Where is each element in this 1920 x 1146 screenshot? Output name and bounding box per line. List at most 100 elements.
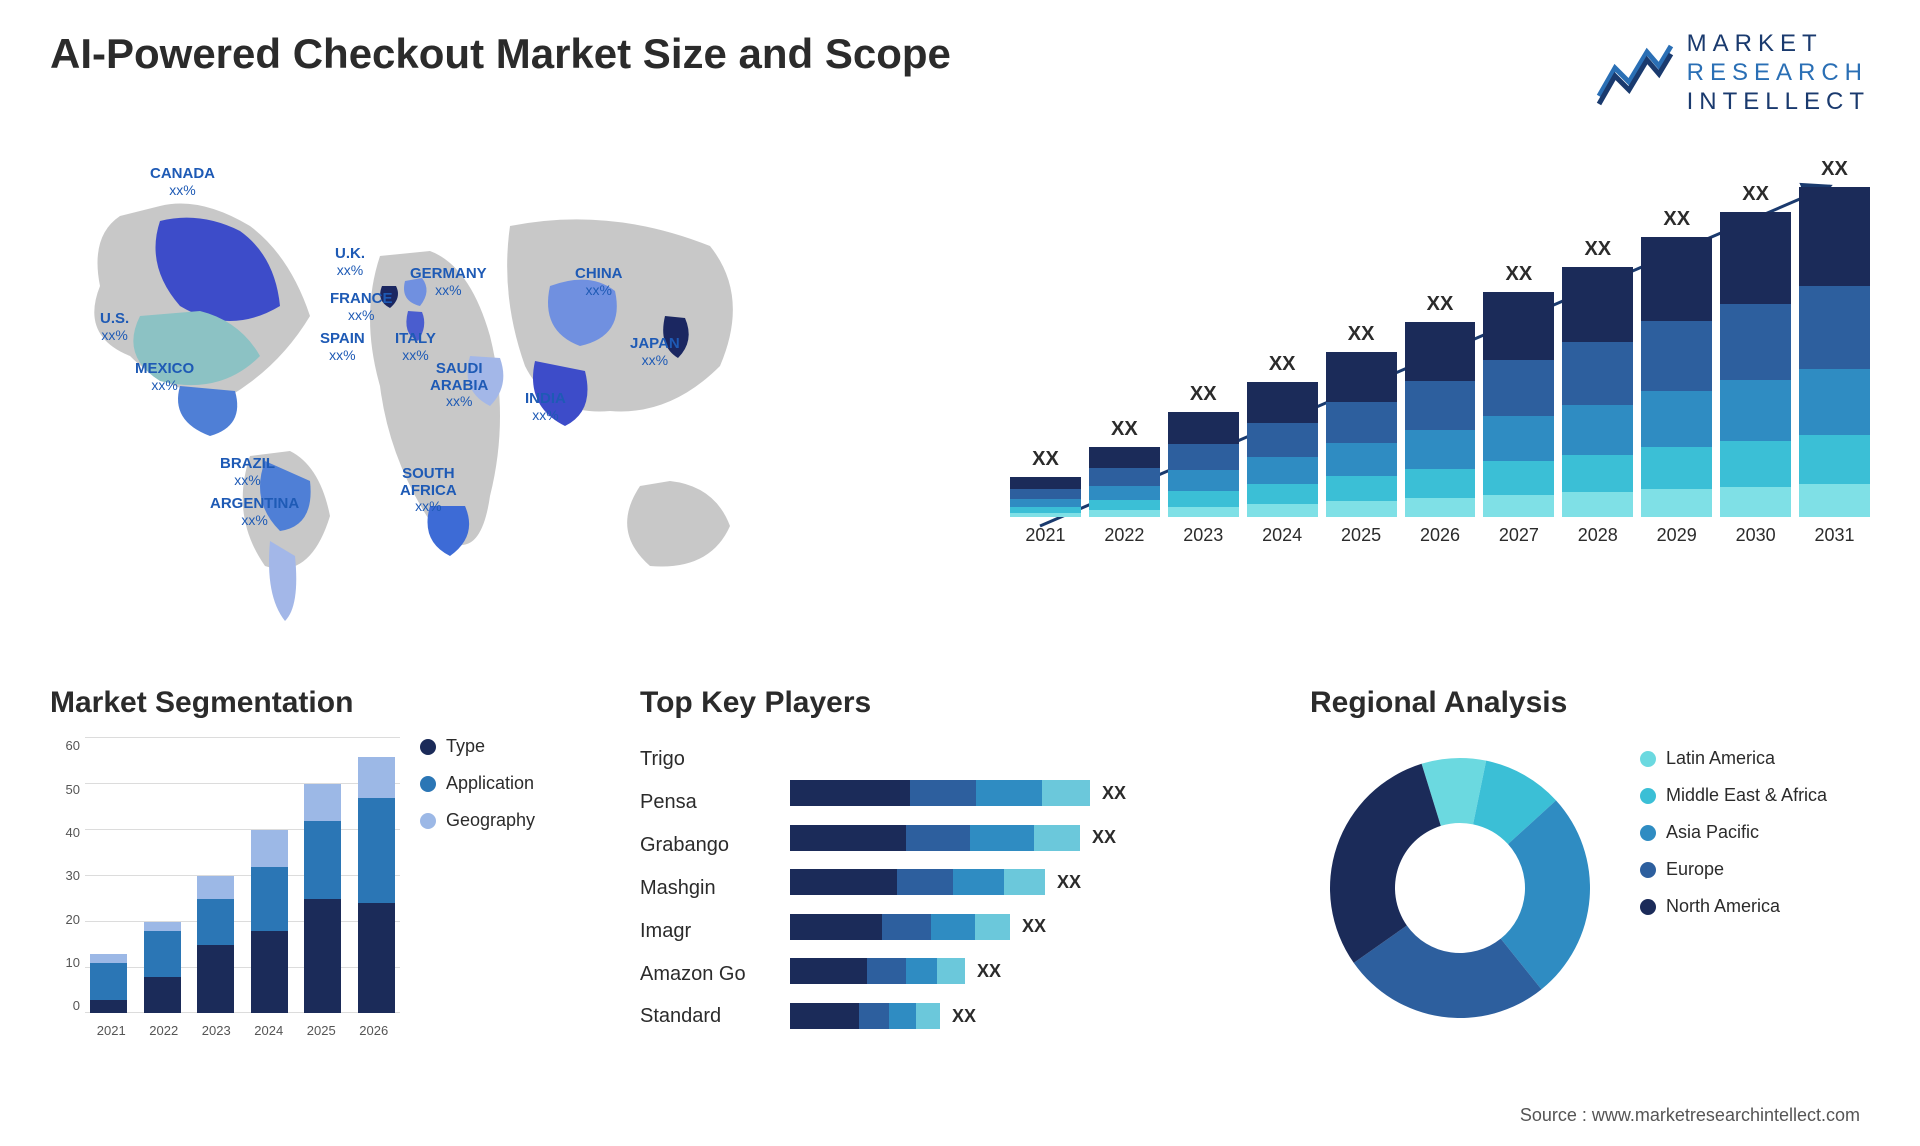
legend-label: Application (446, 773, 534, 794)
player-seg (910, 780, 976, 806)
growth-year-label: 2024 (1262, 525, 1302, 546)
growth-value-label: XX (1269, 353, 1296, 376)
player-row: XX (790, 958, 1280, 984)
growth-bar (1089, 447, 1160, 517)
growth-seg (1483, 495, 1554, 518)
seg-seg (304, 899, 341, 1014)
growth-seg (1483, 360, 1554, 416)
player-value-label: XX (977, 961, 1001, 982)
world-map (50, 136, 970, 656)
seg-year-label: 2022 (149, 1023, 178, 1038)
seg-legend-item: Geography (420, 810, 610, 831)
growth-seg (1799, 435, 1870, 485)
growth-seg (1247, 504, 1318, 518)
growth-seg (1562, 492, 1633, 517)
seg-col-2022 (139, 922, 187, 1014)
logo-text-2: RESEARCH (1687, 59, 1870, 88)
seg-seg (251, 830, 288, 867)
seg-ytick: 40 (50, 825, 80, 840)
legend-label: Latin America (1666, 748, 1775, 769)
growth-col-2027: XX2027 (1483, 263, 1554, 546)
player-name: Imagr (640, 920, 770, 943)
seg-seg (90, 963, 127, 1000)
growth-year-label: 2022 (1104, 525, 1144, 546)
map-label-mexico: MEXICOxx% (135, 361, 194, 394)
seg-bar (251, 830, 288, 1013)
growth-seg (1010, 489, 1081, 499)
growth-col-2023: XX2023 (1168, 383, 1239, 546)
seg-col-2026 (353, 757, 401, 1014)
growth-seg (1562, 405, 1633, 455)
player-value-label: XX (1057, 872, 1081, 893)
seg-year-label: 2024 (254, 1023, 283, 1038)
player-seg (976, 780, 1042, 806)
growth-year-label: 2025 (1341, 525, 1381, 546)
map-label-brazil: BRAZILxx% (220, 456, 275, 489)
growth-year-label: 2030 (1736, 525, 1776, 546)
seg-ytick: 10 (50, 955, 80, 970)
seg-seg (90, 954, 127, 963)
growth-value-label: XX (1348, 323, 1375, 346)
player-seg (1034, 825, 1080, 851)
growth-seg (1010, 513, 1081, 517)
growth-seg (1720, 441, 1791, 487)
seg-year-label: 2026 (359, 1023, 388, 1038)
segmentation-legend: Type Application Geography (420, 686, 610, 1038)
player-seg (867, 958, 906, 984)
seg-col-2021 (85, 954, 133, 1014)
legend-dot (420, 813, 436, 829)
growth-year-label: 2031 (1814, 525, 1854, 546)
seg-year-label: 2021 (97, 1023, 126, 1038)
growth-bar (1799, 187, 1870, 517)
growth-seg (1641, 321, 1712, 391)
growth-seg (1010, 499, 1081, 507)
growth-seg (1641, 447, 1712, 489)
player-seg (859, 1003, 889, 1029)
growth-seg (1089, 500, 1160, 511)
map-label-spain: SPAINxx% (320, 331, 365, 364)
growth-seg (1483, 292, 1554, 360)
player-seg (937, 958, 965, 984)
map-label-germany: GERMANYxx% (410, 266, 487, 299)
legend-dot (1640, 862, 1656, 878)
player-bar (790, 1003, 940, 1029)
logo-text-3: INTELLECT (1687, 88, 1870, 117)
seg-legend-item: Application (420, 773, 610, 794)
growth-seg (1326, 402, 1397, 443)
growth-seg (1405, 430, 1476, 469)
legend-label: Europe (1666, 859, 1724, 880)
seg-col-2025 (299, 784, 347, 1013)
map-label-japan: JAPANxx% (630, 336, 680, 369)
growth-seg (1799, 187, 1870, 286)
regional-legend-item: Asia Pacific (1640, 822, 1870, 843)
growth-seg (1247, 423, 1318, 457)
growth-value-label: XX (1427, 293, 1454, 316)
growth-seg (1799, 484, 1870, 517)
segmentation-panel: Market Segmentation 0102030405060 202120… (50, 686, 610, 1038)
seg-legend-item: Type (420, 736, 610, 757)
regional-legend-item: Middle East & Africa (1640, 785, 1870, 806)
logo-text-1: MARKET (1687, 30, 1870, 59)
regional-title: Regional Analysis (1310, 686, 1870, 720)
player-value-label: XX (1022, 916, 1046, 937)
growth-seg (1562, 342, 1633, 405)
player-bar (790, 914, 1010, 940)
growth-year-label: 2026 (1420, 525, 1460, 546)
seg-ytick: 0 (50, 998, 80, 1013)
legend-dot (1640, 751, 1656, 767)
seg-bar (90, 954, 127, 1014)
player-seg (790, 869, 897, 895)
seg-ytick: 30 (50, 868, 80, 883)
player-seg (970, 825, 1034, 851)
seg-seg (197, 945, 234, 1014)
growth-seg (1641, 237, 1712, 321)
growth-bar (1326, 352, 1397, 517)
growth-col-2031: XX2031 (1799, 158, 1870, 546)
growth-seg (1247, 457, 1318, 484)
growth-bar (1720, 212, 1791, 517)
growth-seg (1010, 477, 1081, 489)
legend-label: Middle East & Africa (1666, 785, 1827, 806)
map-label-italy: ITALYxx% (395, 331, 436, 364)
seg-seg (144, 922, 181, 931)
player-seg (1042, 780, 1090, 806)
